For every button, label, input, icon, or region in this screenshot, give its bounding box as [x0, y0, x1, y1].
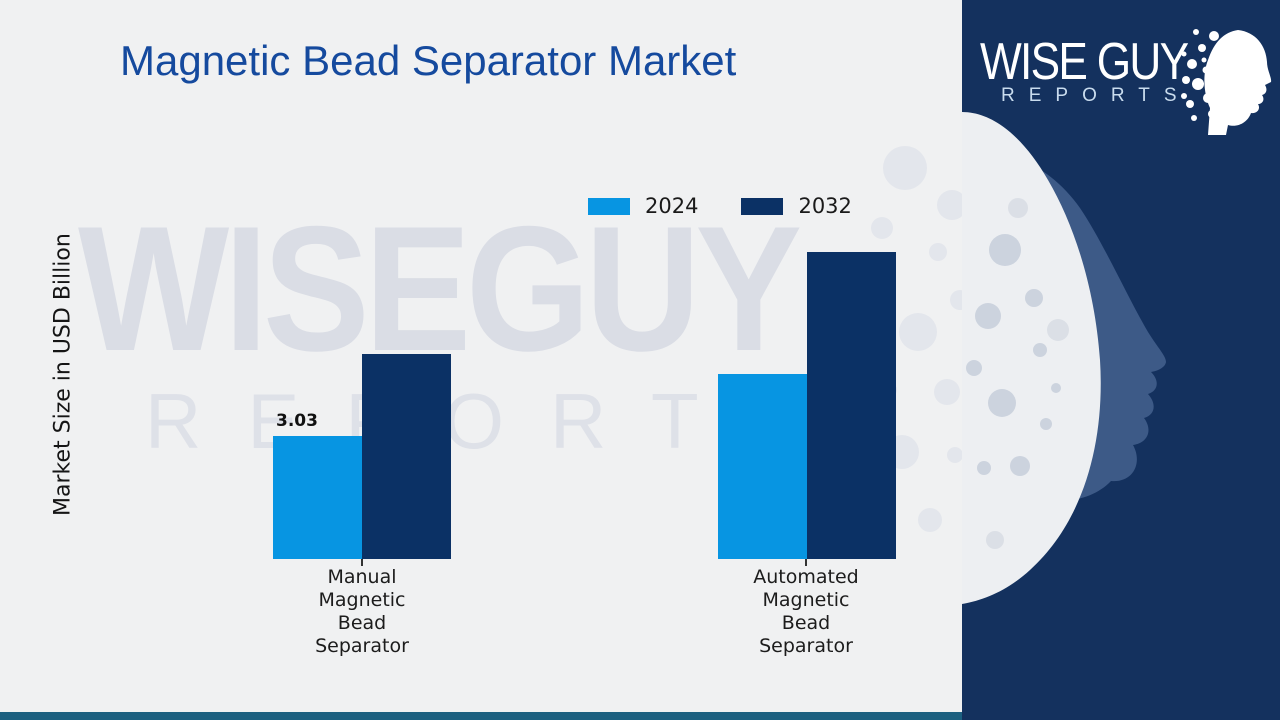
- brand-logo-name: WISE GUY: [980, 33, 1189, 91]
- y-axis-label: Market Size in USD Billion: [50, 233, 76, 517]
- circle-dots-light: [986, 198, 1069, 549]
- brand-logo-subtitle: REPORTS: [1001, 85, 1191, 106]
- light-circle: [962, 112, 1101, 604]
- x-tick-manual: [361, 559, 363, 566]
- category-label-automated: Automated Magnetic Bead Separator: [753, 566, 859, 657]
- category-label-manual: Manual Magnetic Bead Separator: [315, 566, 409, 657]
- watermark-wiseguy: WISEGUY: [78, 189, 802, 388]
- brand-logo-face-icon: [1181, 29, 1272, 135]
- legend-label-2024: 2024: [645, 194, 699, 218]
- legend-item-2032: 2032: [741, 194, 852, 218]
- bar-2032-automated: [807, 252, 896, 559]
- bar-group-manual: 3.03: [273, 354, 451, 559]
- circle-dots: [966, 234, 1061, 476]
- chart-legend: 2024 2032: [588, 194, 852, 218]
- x-tick-automated: [805, 559, 807, 566]
- bar-group-automated: [718, 252, 896, 559]
- bar-value-label: 3.03: [276, 411, 318, 431]
- legend-swatch-2024: [588, 197, 630, 215]
- page-title: Magnetic Bead Separator Market: [120, 37, 737, 84]
- accent-strip: [0, 712, 962, 720]
- bar-2024-automated: [718, 374, 807, 559]
- legend-item-2024: 2024: [588, 194, 698, 218]
- bar-2032-manual: [362, 354, 451, 559]
- watermark-reports: REPORTS: [145, 377, 843, 465]
- legend-label-2032: 2032: [798, 194, 852, 218]
- legend-swatch-2032: [741, 197, 784, 215]
- bar-2024-manual: 3.03: [273, 411, 362, 559]
